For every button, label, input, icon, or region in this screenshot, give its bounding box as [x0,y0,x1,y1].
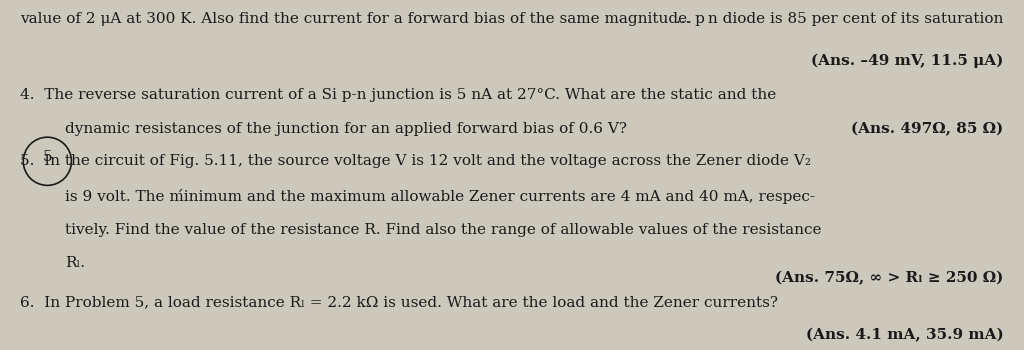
Text: (Ans. 4.1 mA, 35.9 mA): (Ans. 4.1 mA, 35.9 mA) [806,328,1004,342]
Text: ... p n diode is 85 per cent of its saturation: ... p n diode is 85 per cent of its satu… [676,12,1004,26]
Text: Rₗ.: Rₗ. [66,256,85,270]
Text: dynamic resistances of the junction for an applied forward bias of 0.6 V?: dynamic resistances of the junction for … [66,122,628,136]
Text: (Ans. 497Ω, 85 Ω): (Ans. 497Ω, 85 Ω) [852,122,1004,136]
Text: 5: 5 [43,150,52,164]
Text: 5.  In the circuit of Fig. 5.11, the source voltage V is 12 volt and the voltage: 5. In the circuit of Fig. 5.11, the sour… [20,154,811,168]
Text: 4.  The reverse saturation current of a Si p-n junction is 5 nA at 27°C. What ar: 4. The reverse saturation current of a S… [20,88,776,102]
Text: is 9 volt. The ḿinimum and the maximum allowable Zener currents are 4 mA and 40: is 9 volt. The ḿinimum and the maximum … [66,189,815,204]
Text: 6.  In Problem 5, a load resistance Rₗ = 2.2 kΩ is used. What are the load and t: 6. In Problem 5, a load resistance Rₗ = … [20,295,778,309]
Text: value of 2 μA at 300 K. Also find the current for a forward bias of the same mag: value of 2 μA at 300 K. Also find the cu… [20,12,692,26]
Text: (Ans. 75Ω, ∞ > Rₗ ≥ 250 Ω): (Ans. 75Ω, ∞ > Rₗ ≥ 250 Ω) [775,271,1004,285]
Text: (Ans. –49 mV, 11.5 μA): (Ans. –49 mV, 11.5 μA) [811,53,1004,68]
Text: tively. Find the value of the resistance R. Find also the range of allowable val: tively. Find the value of the resistance… [66,223,822,237]
